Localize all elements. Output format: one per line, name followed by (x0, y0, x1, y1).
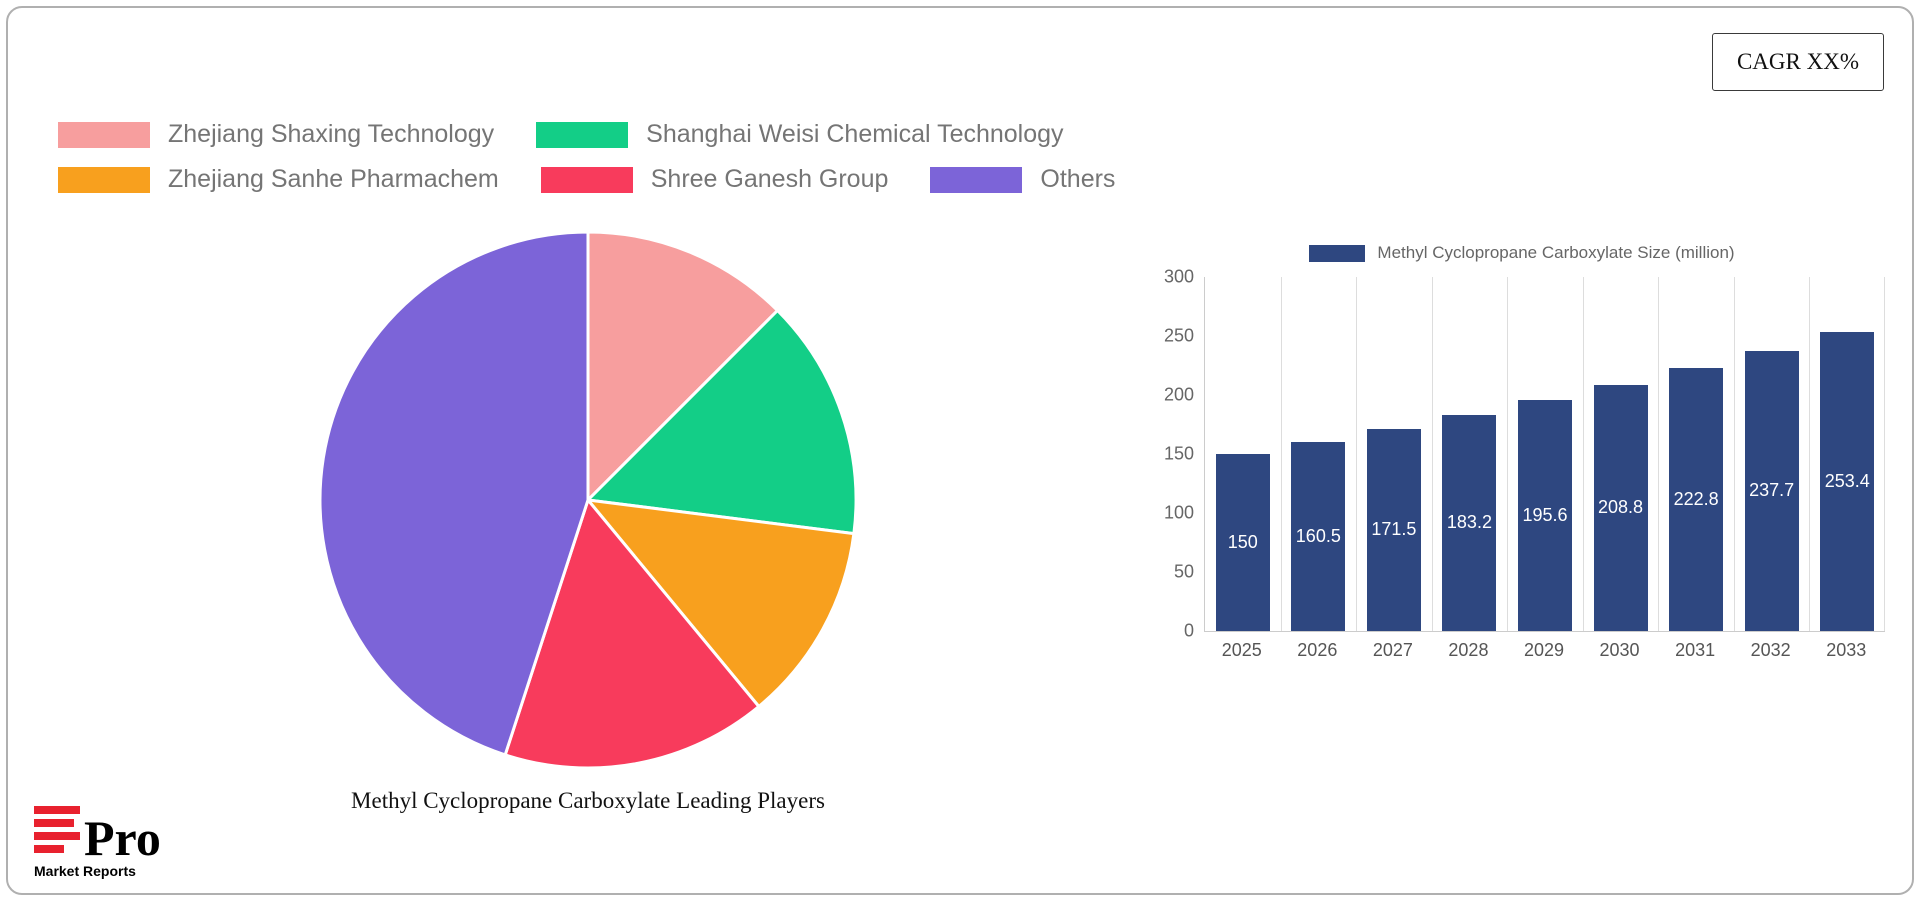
bar: 208.8 (1593, 384, 1648, 631)
y-tick-label: 0 (1183, 620, 1194, 641)
bar-x-axis: 2025 2026 2027 2028 2029 2030 2031 2032 2033 (1204, 640, 1884, 670)
y-tick-label: 250 (1163, 325, 1194, 346)
pie-svg (318, 230, 858, 770)
y-tick-label: 100 (1163, 502, 1194, 523)
bar-plot-area: 150 160.5 171.5 183.2 195.6 208.8 222.8 237.7 25… (1204, 277, 1885, 632)
legend-label: Shree Ganesh Group (650, 165, 889, 193)
pro-market-reports-logo: Pro Market Reports (34, 806, 214, 879)
x-tick-label: 2028 (1448, 640, 1489, 660)
legend-label: Zhejiang Shaxing Technology (168, 120, 495, 148)
bar-legend-swatch (1309, 244, 1366, 262)
cagr-label: CAGR XX% (1736, 49, 1859, 74)
bar: 183.2 (1442, 414, 1497, 631)
gridline (1280, 277, 1282, 631)
gridline (1658, 277, 1660, 631)
legend-swatch (536, 121, 629, 148)
bar-chart-legend: Methyl Cyclopropane Carboxylate Size (mi… (1152, 243, 1892, 263)
legend-item: Zhejiang Shaxing Technology (58, 120, 494, 149)
bar-value-label: 171.5 (1371, 519, 1417, 540)
legend-row: Zhejiang Shaxing Technology Shanghai Weis… (58, 120, 1115, 149)
logo-name: Pro (84, 810, 161, 866)
bar-chart-body: 0 50 100 150 200 250 300 150 160.5 171.5 183.2 195… (1152, 267, 1892, 641)
legend-row: Zhejiang Sanhe Pharmachem Shree Ganesh Gr… (58, 165, 1115, 194)
bar-value-label: 150 (1227, 532, 1258, 552)
legend-label: Shanghai Weisi Chemical Technology (646, 120, 1064, 148)
bar: 222.8 (1669, 368, 1724, 631)
pie-slice (586, 230, 779, 502)
x-tick-label: 2026 (1297, 640, 1338, 660)
bar-legend-label: Methyl Cyclopropane Carboxylate Size (mi… (1377, 243, 1735, 262)
cagr-badge: CAGR XX% (1711, 33, 1884, 91)
gridline (1431, 277, 1433, 631)
x-tick-label: 2033 (1826, 640, 1867, 660)
pie-chart (314, 226, 862, 774)
pie-chart-title: Methyl Cyclopropane Carboxylate Leading … (351, 788, 825, 813)
x-tick-label: 2027 (1372, 640, 1413, 660)
gridline (1582, 277, 1584, 631)
pie-slice (586, 498, 856, 708)
bar-value-label: 195.6 (1522, 505, 1568, 526)
bar-value-label: 222.8 (1673, 489, 1719, 510)
legend-swatch (930, 166, 1023, 193)
y-tick-label: 50 (1173, 561, 1194, 582)
bar-value-label: 208.8 (1598, 497, 1644, 518)
gridline (1809, 277, 1811, 631)
gridline (1884, 277, 1885, 631)
legend-item: Others (930, 165, 1115, 194)
pie-slice (503, 498, 761, 770)
gridline (1356, 277, 1358, 631)
legend-label: Zhejiang Sanhe Pharmachem (168, 165, 499, 193)
bar: 237.7 (1744, 350, 1799, 631)
bar: 195.6 (1518, 400, 1572, 631)
bar-value-label: 237.7 (1749, 480, 1795, 501)
pie-slice (586, 309, 858, 536)
pie-legend: Zhejiang Shaxing Technology Shanghai Weis… (58, 120, 1115, 194)
legend-item: Zhejiang Sanhe Pharmachem (58, 165, 499, 194)
x-tick-label: 2025 (1221, 640, 1262, 660)
bar-value-label: 253.4 (1824, 471, 1870, 491)
bar: 150 (1215, 454, 1270, 631)
bar: 253.4 (1820, 332, 1875, 631)
logo-subtitle: Market Reports (34, 863, 136, 879)
pie-slice (318, 230, 590, 757)
bar-chart: Methyl Cyclopropane Carboxylate Size (mi… (1152, 243, 1892, 670)
gridline (1733, 277, 1735, 631)
bar: 171.5 (1366, 428, 1421, 631)
logo-stripes-icon (34, 806, 80, 853)
legend-swatch (58, 121, 150, 148)
bar-value-label: 160.5 (1295, 525, 1341, 546)
legend-swatch (540, 166, 633, 193)
x-tick-label: 2030 (1599, 640, 1640, 660)
bar-value-label: 183.2 (1446, 512, 1492, 533)
legend-swatch (58, 166, 150, 193)
x-tick-label: 2032 (1750, 640, 1791, 660)
x-tick-label: 2029 (1523, 640, 1565, 660)
legend-label: Others (1040, 165, 1116, 193)
x-tick-label: 2031 (1675, 640, 1716, 660)
bar-y-axis: 0 50 100 150 200 250 300 (1152, 267, 1204, 641)
bar: 160.5 (1291, 441, 1346, 631)
y-tick-label: 150 (1163, 443, 1194, 464)
gridline (1507, 277, 1509, 631)
legend-item: Shanghai Weisi Chemical Technology (536, 120, 1064, 149)
y-tick-label: 200 (1163, 384, 1194, 405)
legend-item: Shree Ganesh Group (540, 165, 889, 194)
y-tick-label: 300 (1163, 266, 1194, 287)
